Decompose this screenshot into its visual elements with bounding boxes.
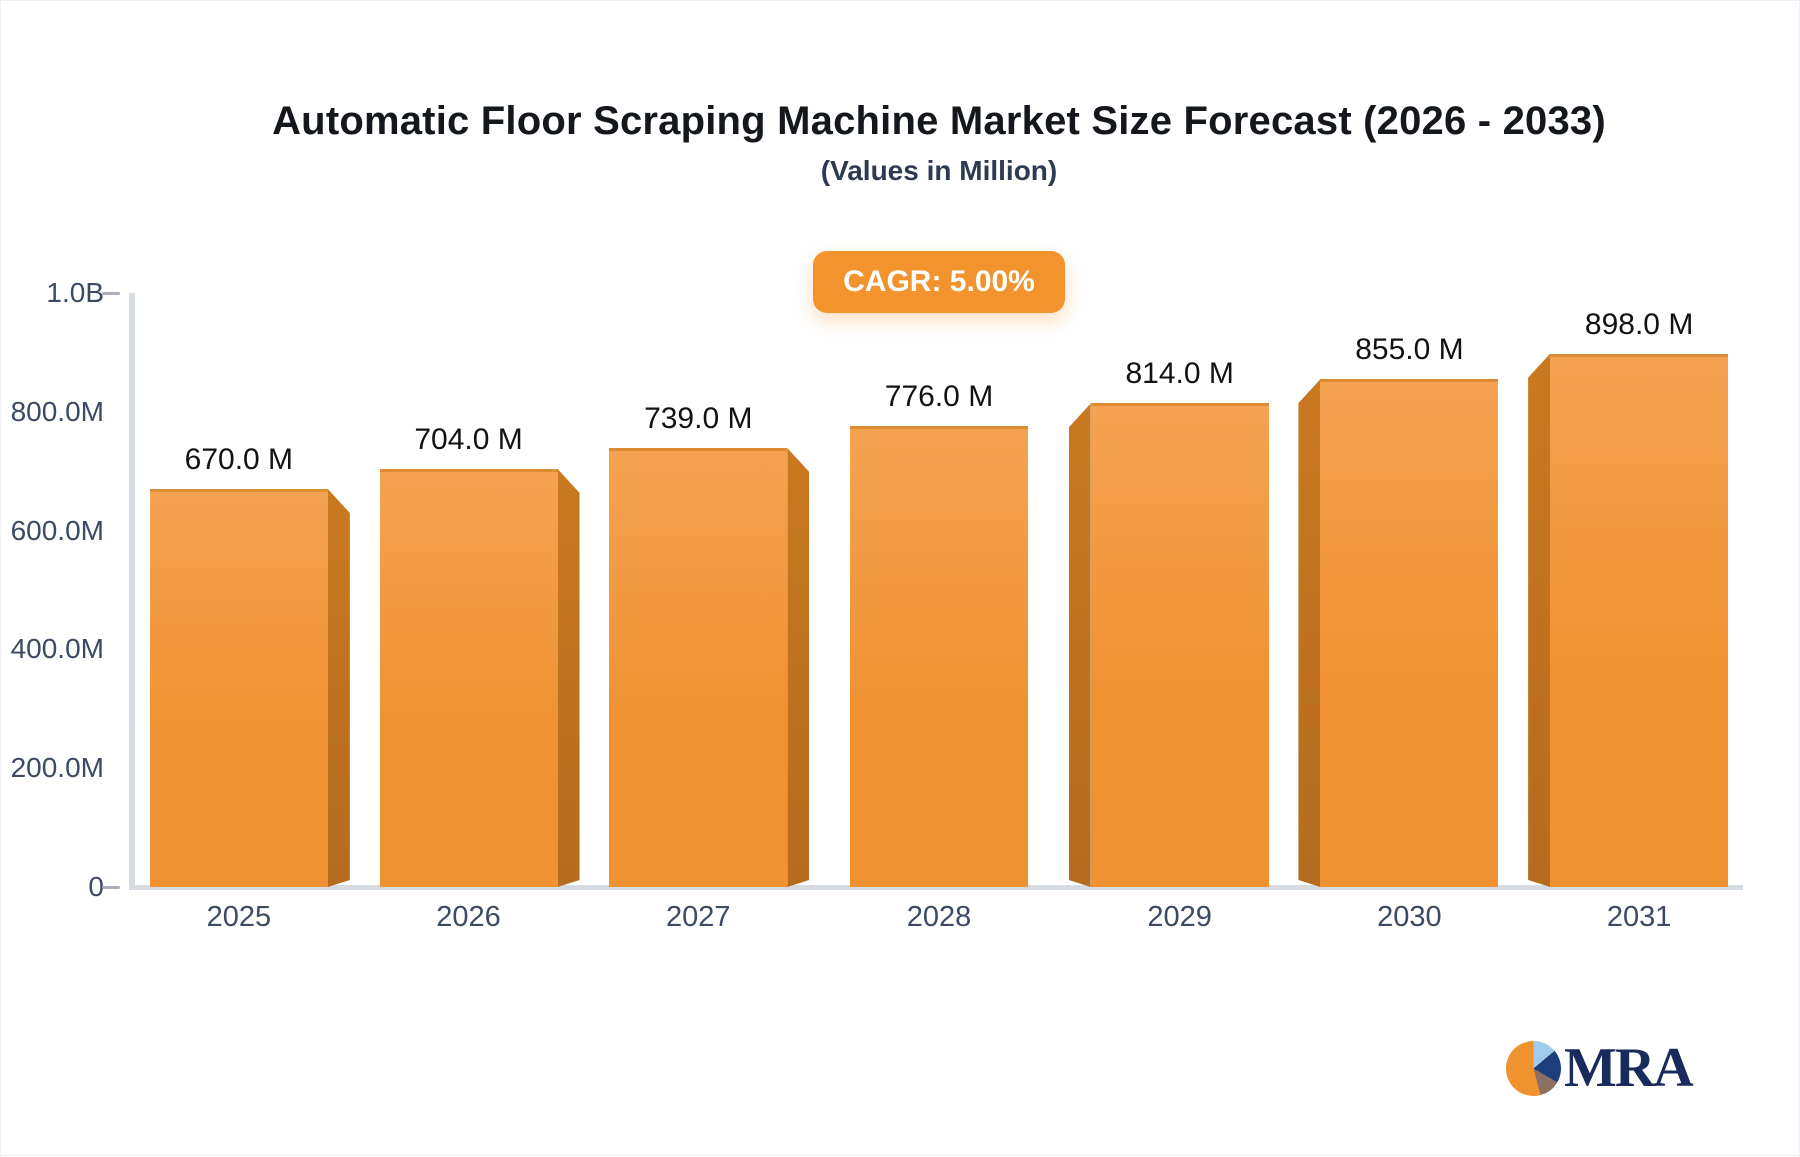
x-axis-label: 2027 [666, 901, 731, 933]
logo-text: MRA [1564, 1037, 1694, 1099]
bar-column-2028: 776.0 M 2028 [824, 293, 1054, 933]
y-axis-label: 600.0M [10, 514, 104, 546]
x-axis-line [129, 885, 1743, 890]
bar-face [1320, 379, 1499, 887]
y-axis-label: 800.0M [10, 395, 104, 427]
cagr-badge: CAGR: 5.00% [813, 251, 1065, 313]
chart-title: Automatic Floor Scraping Machine Market … [272, 99, 1606, 143]
cagr-badge-row: CAGR: 5.00% [135, 251, 1743, 313]
x-axis-label: 2031 [1606, 901, 1672, 933]
plot-area: 670.0 M 2025 704.0 M 2026 739.0 M 2027 776.0 M… [135, 293, 1743, 933]
bar-value-label: 898.0 M [1584, 307, 1694, 341]
bar-2029[interactable]: 814.0 M [1069, 357, 1269, 887]
bar-column-2030: 855.0 M 2030 [1284, 293, 1514, 933]
bar-face [1550, 353, 1729, 887]
bar-side-face [558, 469, 580, 887]
brand-logo: MRA [1506, 1037, 1694, 1099]
x-axis-label: 2028 [906, 901, 972, 933]
bar-face [849, 426, 1028, 887]
y-axis: 1.0B 800.0M 600.0M 400.0M 200.0M 0 [1, 1, 120, 1157]
bar-value-label: 704.0 M [414, 422, 523, 456]
bar-column-2029: 814.0 M 2029 [1054, 293, 1284, 933]
bar-side-face [328, 489, 350, 887]
y-axis-tick [102, 291, 120, 295]
bar-value-label: 670.0 M [184, 443, 294, 477]
bar-side-face [1069, 403, 1091, 887]
bar-face [379, 468, 558, 887]
y-axis-label: 200.0M [10, 752, 104, 784]
pie-chart-logo-icon [1506, 1041, 1561, 1096]
bar-value-label: 814.0 M [1125, 357, 1234, 391]
bar-2026[interactable]: 704.0 M [379, 423, 580, 887]
x-axis-label: 2029 [1147, 901, 1212, 933]
x-axis-label: 2026 [436, 901, 501, 933]
bar-value-label: 739.0 M [644, 402, 753, 436]
bar-2025[interactable]: 670.0 M [149, 443, 350, 887]
bar-column-2027: 739.0 M 2027 [594, 293, 824, 933]
chart-subtitle: (Values in Million) [820, 155, 1058, 186]
y-axis-label: 1.0B [46, 277, 104, 308]
bar-2028[interactable]: 776.0 M [849, 380, 1028, 887]
y-axis-label: 400.0M [10, 633, 104, 665]
bar-side-face [1528, 354, 1550, 887]
bar-2030[interactable]: 855.0 M [1298, 333, 1499, 887]
bar-side-face [1298, 379, 1320, 887]
bar-value-label: 855.0 M [1355, 333, 1464, 367]
bar-2031[interactable]: 898.0 M [1528, 308, 1729, 887]
bar-face [149, 489, 328, 887]
bar-column-2031: 898.0 M 2031 [1513, 293, 1743, 933]
bar-face [609, 448, 788, 887]
y-axis-tick [102, 885, 120, 889]
bar-value-label: 776.0 M [884, 380, 994, 414]
bar-2027[interactable]: 739.0 M [609, 402, 809, 887]
bar-side-face [787, 448, 809, 887]
x-axis-label: 2030 [1377, 901, 1442, 933]
bar-face [1090, 403, 1269, 887]
y-axis-line [129, 293, 135, 890]
x-axis-label: 2025 [206, 901, 272, 933]
bar-column-2026: 704.0 M 2026 [365, 293, 595, 933]
y-axis-label: 0 [88, 871, 104, 902]
bar-column-2025: 670.0 M 2025 [135, 293, 365, 933]
